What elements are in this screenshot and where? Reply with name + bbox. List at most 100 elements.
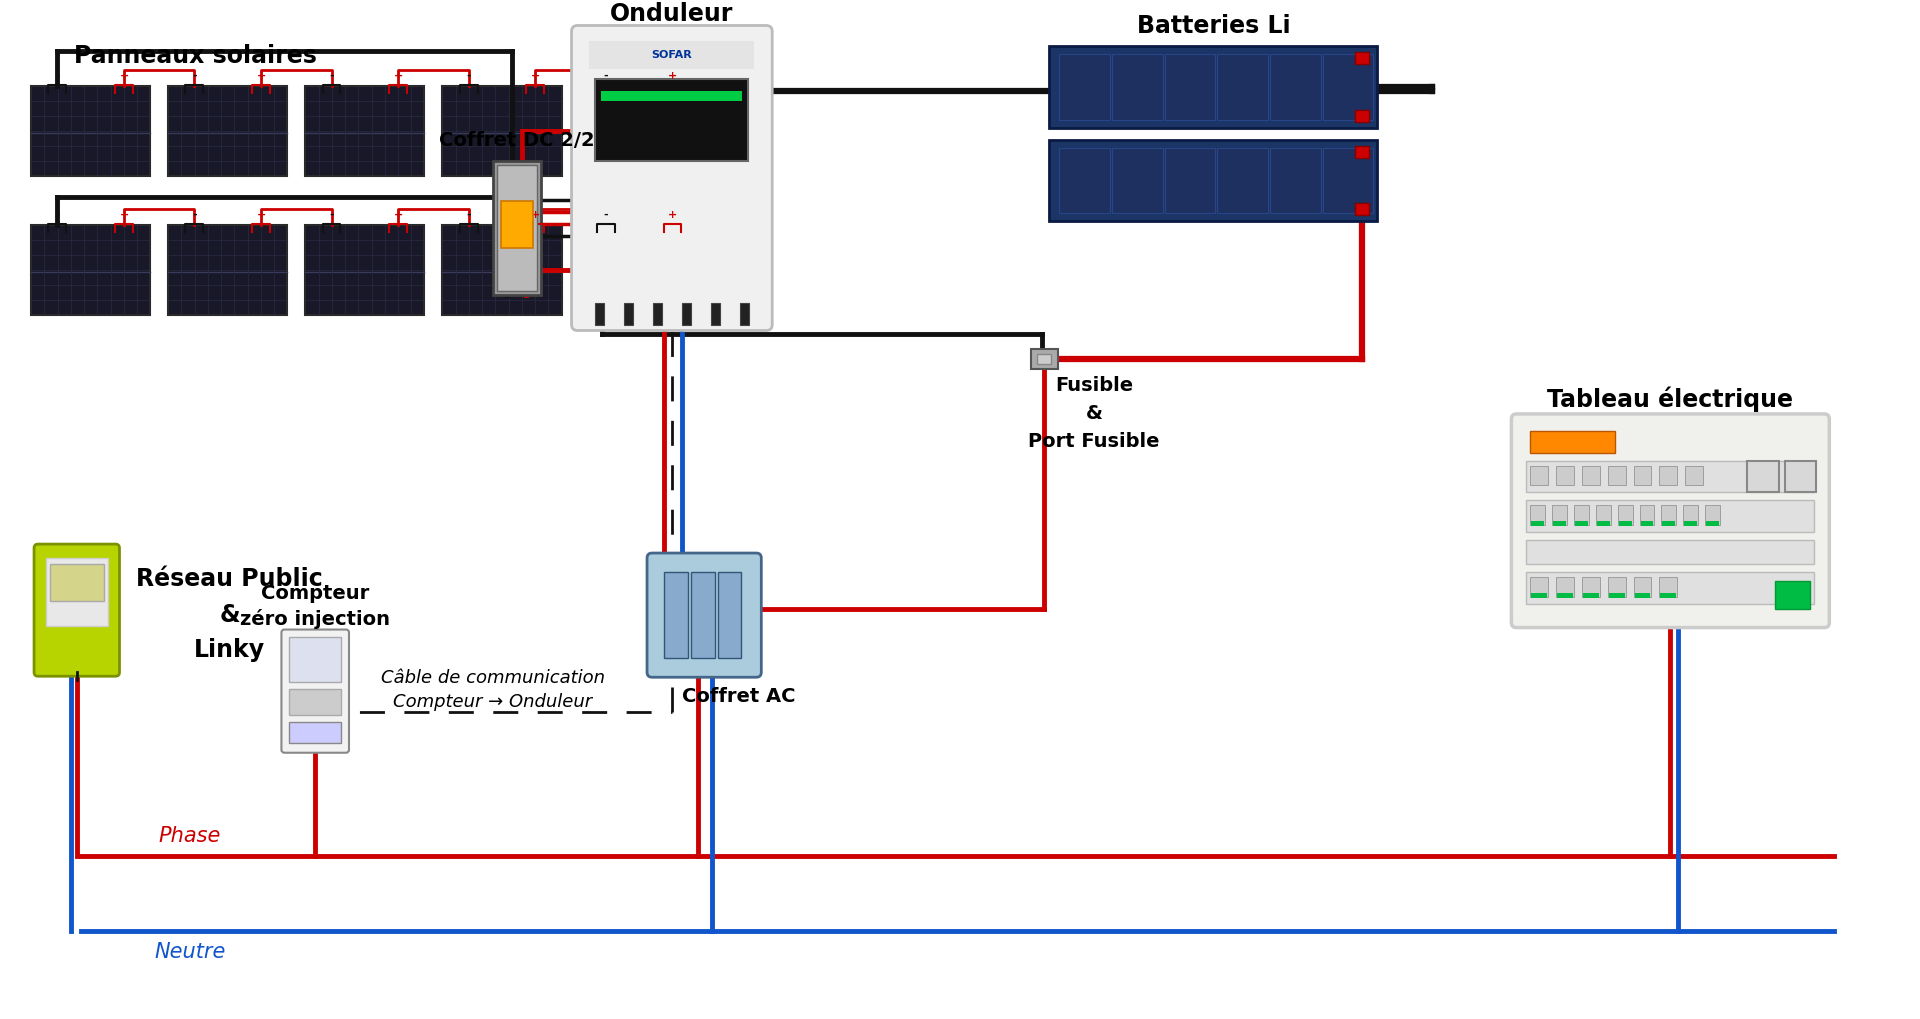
Bar xyxy=(710,303,720,324)
Bar xyxy=(493,161,541,294)
Bar xyxy=(1530,431,1615,452)
Text: Fusible
&
Port Fusible: Fusible & Port Fusible xyxy=(1029,376,1160,451)
Text: Tableau électrique: Tableau électrique xyxy=(1548,386,1793,412)
Bar xyxy=(290,721,342,743)
Bar xyxy=(1112,54,1164,120)
Bar xyxy=(1707,522,1718,526)
Bar xyxy=(1609,593,1624,598)
Bar xyxy=(624,303,634,324)
Bar xyxy=(1607,466,1626,485)
Text: +: + xyxy=(668,71,678,82)
Text: +: + xyxy=(530,210,540,220)
FancyBboxPatch shape xyxy=(572,25,772,330)
Bar xyxy=(1526,540,1814,564)
Bar xyxy=(601,91,743,101)
Bar xyxy=(1060,54,1110,120)
Text: Onduleur: Onduleur xyxy=(611,2,733,25)
Text: +: + xyxy=(257,71,265,82)
Bar xyxy=(1530,466,1548,485)
Bar xyxy=(1530,505,1546,525)
Bar xyxy=(1356,110,1369,122)
Bar xyxy=(1659,466,1678,485)
Bar xyxy=(1574,522,1588,526)
Bar xyxy=(1526,500,1814,532)
Bar xyxy=(1217,148,1267,213)
Bar xyxy=(50,564,104,601)
Bar xyxy=(1582,466,1599,485)
Bar xyxy=(1112,148,1164,213)
Bar xyxy=(1323,54,1373,120)
Bar xyxy=(497,165,538,290)
Text: -: - xyxy=(56,210,60,220)
Text: -: - xyxy=(603,210,609,220)
Bar xyxy=(1784,461,1816,492)
Text: -: - xyxy=(603,71,609,82)
Bar xyxy=(31,225,150,315)
Bar xyxy=(1747,461,1778,492)
Bar xyxy=(442,86,563,175)
Text: Panneaux solaires: Panneaux solaires xyxy=(73,44,317,68)
Bar xyxy=(169,86,288,175)
Bar xyxy=(595,79,749,161)
Bar xyxy=(442,225,563,315)
Text: +: + xyxy=(530,71,540,82)
Bar xyxy=(1634,577,1651,597)
Bar xyxy=(1555,466,1574,485)
Bar xyxy=(1582,593,1599,598)
Bar xyxy=(1323,148,1373,213)
Bar xyxy=(290,689,342,714)
Bar xyxy=(290,638,342,682)
Bar xyxy=(1597,522,1609,526)
Bar xyxy=(682,303,691,324)
Text: Neutre: Neutre xyxy=(154,943,227,962)
FancyBboxPatch shape xyxy=(647,553,762,678)
Bar xyxy=(1356,52,1369,64)
Bar xyxy=(1596,505,1611,525)
Bar xyxy=(664,572,687,658)
Bar xyxy=(31,86,150,175)
Bar xyxy=(305,86,424,175)
Bar xyxy=(1050,140,1377,221)
Bar xyxy=(1269,54,1321,120)
Bar xyxy=(1551,505,1567,525)
Bar xyxy=(589,42,755,69)
FancyBboxPatch shape xyxy=(1511,414,1830,628)
Text: +: + xyxy=(119,210,129,220)
Bar xyxy=(1031,350,1058,369)
Text: Batteries Li: Batteries Li xyxy=(1137,14,1290,39)
Text: -: - xyxy=(467,210,470,220)
Bar xyxy=(1619,522,1632,526)
FancyBboxPatch shape xyxy=(35,544,119,677)
Bar xyxy=(1356,204,1369,215)
Text: Coffret DC 2/2: Coffret DC 2/2 xyxy=(440,131,595,150)
Bar xyxy=(1607,577,1626,597)
Text: SOFAR: SOFAR xyxy=(651,50,693,60)
Text: Coffret AC: Coffret AC xyxy=(682,687,795,705)
Text: Réseau Public
&
Linky: Réseau Public & Linky xyxy=(136,568,323,662)
Bar xyxy=(169,225,288,315)
Bar xyxy=(653,303,662,324)
Text: -: - xyxy=(56,71,60,82)
Bar xyxy=(1774,581,1811,608)
Bar xyxy=(1661,593,1676,598)
Bar xyxy=(1526,572,1814,603)
Bar xyxy=(691,572,714,658)
Text: -: - xyxy=(192,71,196,82)
Bar xyxy=(1217,54,1267,120)
Bar xyxy=(1574,505,1590,525)
Bar xyxy=(1555,577,1574,597)
Bar xyxy=(1663,522,1676,526)
Bar xyxy=(1684,522,1697,526)
Bar xyxy=(1050,46,1377,127)
Text: +: + xyxy=(119,71,129,82)
Text: +: + xyxy=(394,210,403,220)
Bar xyxy=(580,225,699,315)
Bar xyxy=(1661,505,1676,525)
Bar xyxy=(1634,593,1651,598)
Text: +: + xyxy=(668,210,678,220)
Bar xyxy=(1686,466,1703,485)
Bar xyxy=(1619,505,1632,525)
Bar xyxy=(1060,148,1110,213)
Bar xyxy=(305,225,424,315)
Bar xyxy=(1530,577,1548,597)
